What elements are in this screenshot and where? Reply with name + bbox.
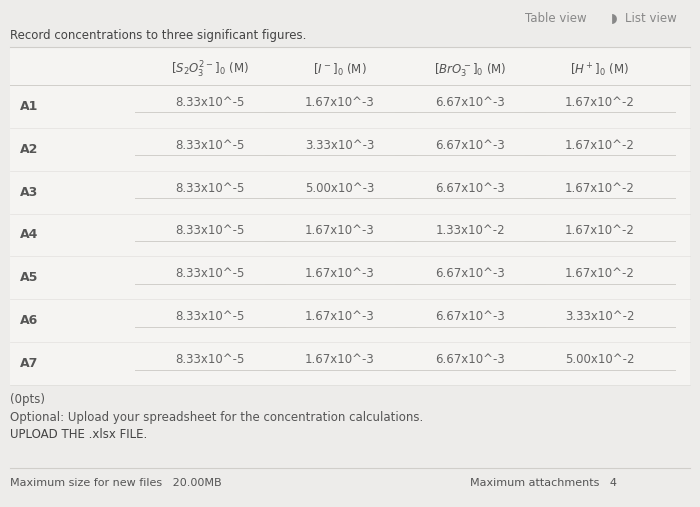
Text: 8.33x10^-5: 8.33x10^-5: [175, 225, 245, 237]
Text: $[I^-]_0$ (M): $[I^-]_0$ (M): [313, 62, 367, 78]
Text: (0pts): (0pts): [10, 393, 45, 407]
Text: Optional: Upload your spreadsheet for the concentration calculations.: Optional: Upload your spreadsheet for th…: [10, 412, 424, 424]
Text: 8.33x10^-5: 8.33x10^-5: [175, 353, 245, 366]
Text: 1.33x10^-2: 1.33x10^-2: [435, 225, 505, 237]
Text: 1.67x10^-3: 1.67x10^-3: [305, 353, 375, 366]
Text: 8.33x10^-5: 8.33x10^-5: [175, 310, 245, 323]
Text: 5.00x10^-2: 5.00x10^-2: [566, 353, 635, 366]
Text: ◗: ◗: [610, 12, 617, 24]
Text: Maximum size for new files   20.00MB: Maximum size for new files 20.00MB: [10, 478, 222, 488]
Text: 6.67x10^-3: 6.67x10^-3: [435, 267, 505, 280]
Text: Record concentrations to three significant figures.: Record concentrations to three significa…: [10, 29, 307, 43]
Text: Table view: Table view: [525, 12, 587, 24]
Text: 3.33x10^-2: 3.33x10^-2: [566, 310, 635, 323]
Text: Maximum attachments   4: Maximum attachments 4: [470, 478, 617, 488]
Text: 8.33x10^-5: 8.33x10^-5: [175, 96, 245, 109]
Text: A3: A3: [20, 186, 38, 199]
Text: 1.67x10^-2: 1.67x10^-2: [565, 182, 635, 195]
Text: A7: A7: [20, 357, 38, 370]
Text: A5: A5: [20, 271, 38, 284]
Text: 1.67x10^-2: 1.67x10^-2: [565, 225, 635, 237]
Text: 1.67x10^-3: 1.67x10^-3: [305, 96, 375, 109]
Text: 1.67x10^-2: 1.67x10^-2: [565, 267, 635, 280]
Text: $[S_2O_3^{2-}]_0$ (M): $[S_2O_3^{2-}]_0$ (M): [171, 60, 249, 80]
Text: 1.67x10^-3: 1.67x10^-3: [305, 267, 375, 280]
Text: $[BrO_3^-]_0$ (M): $[BrO_3^-]_0$ (M): [434, 61, 506, 79]
Text: A2: A2: [20, 143, 38, 156]
Text: 5.00x10^-3: 5.00x10^-3: [305, 182, 374, 195]
Text: 6.67x10^-3: 6.67x10^-3: [435, 96, 505, 109]
Text: 1.67x10^-2: 1.67x10^-2: [565, 96, 635, 109]
Text: A1: A1: [20, 100, 38, 113]
Text: 1.67x10^-3: 1.67x10^-3: [305, 225, 375, 237]
Text: 8.33x10^-5: 8.33x10^-5: [175, 182, 245, 195]
Bar: [10, 47, 690, 385]
Text: 6.67x10^-3: 6.67x10^-3: [435, 139, 505, 152]
Text: 1.67x10^-2: 1.67x10^-2: [565, 139, 635, 152]
Text: A4: A4: [20, 229, 38, 241]
Text: 6.67x10^-3: 6.67x10^-3: [435, 310, 505, 323]
Text: 3.33x10^-3: 3.33x10^-3: [305, 139, 374, 152]
Text: 1.67x10^-3: 1.67x10^-3: [305, 310, 375, 323]
Text: $[H^+]_0$ (M): $[H^+]_0$ (M): [570, 61, 629, 79]
Text: List view: List view: [625, 12, 677, 24]
Text: A6: A6: [20, 314, 38, 327]
Text: 6.67x10^-3: 6.67x10^-3: [435, 353, 505, 366]
Text: 6.67x10^-3: 6.67x10^-3: [435, 182, 505, 195]
Text: 8.33x10^-5: 8.33x10^-5: [175, 139, 245, 152]
Text: 8.33x10^-5: 8.33x10^-5: [175, 267, 245, 280]
Text: UPLOAD THE .xlsx FILE.: UPLOAD THE .xlsx FILE.: [10, 428, 147, 442]
